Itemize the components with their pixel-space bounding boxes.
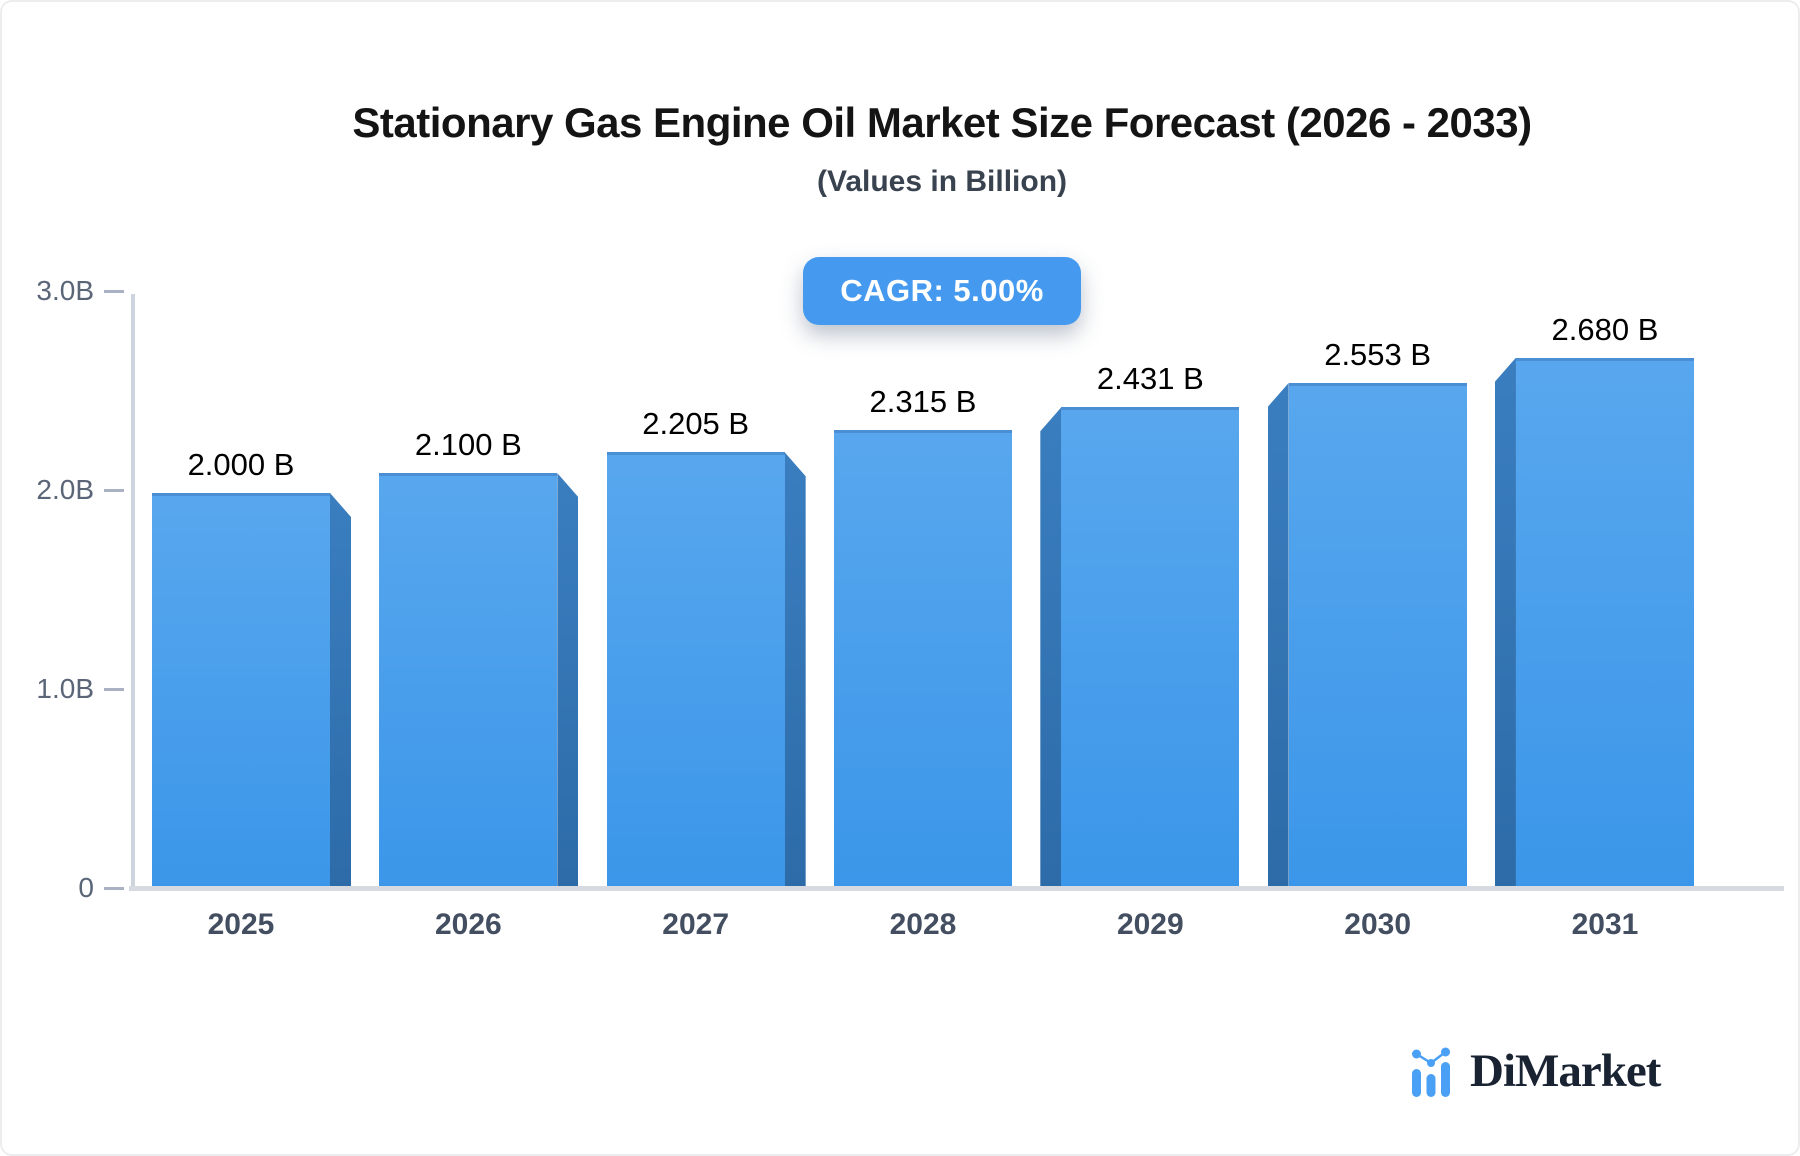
x-tick-label-2029: 2029 bbox=[1116, 908, 1184, 941]
bar-value-label-2031: 2.680 B bbox=[1551, 311, 1659, 347]
bar-2029[interactable] bbox=[1061, 407, 1240, 891]
bar-2028[interactable] bbox=[833, 430, 1012, 891]
dimarket-logo: DiMarket bbox=[1412, 1040, 1661, 1102]
bar-value-label-2025: 2.000 B bbox=[187, 447, 295, 482]
bar-value-label-2026: 2.100 B bbox=[414, 427, 522, 463]
chart-subtitle: (Values in Billion) bbox=[816, 165, 1068, 198]
x-tick-label-2028: 2028 bbox=[889, 908, 957, 941]
y-tick-mark bbox=[104, 489, 124, 492]
bar-side-shading bbox=[557, 473, 579, 891]
bar-side-shading bbox=[1494, 357, 1516, 891]
y-tick-label-2.0B: 2.0B bbox=[36, 474, 94, 505]
bar-2031[interactable] bbox=[1515, 357, 1694, 891]
dimarket-logo-icon bbox=[1412, 1047, 1450, 1097]
y-tick-mark bbox=[104, 290, 124, 293]
bar-side-shading bbox=[784, 452, 806, 891]
bar-side-shading bbox=[1040, 407, 1062, 891]
bar-2030[interactable] bbox=[1288, 382, 1467, 891]
bar-value-label-2028: 2.315 B bbox=[869, 384, 977, 420]
x-tick-label-2026: 2026 bbox=[434, 908, 502, 941]
y-tick-label-1.0B: 1.0B bbox=[36, 673, 94, 704]
bar-side-shading bbox=[330, 493, 351, 891]
cagr-badge: CAGR: 5.00% bbox=[803, 257, 1081, 325]
dimarket-logo-text: DiMarket bbox=[1470, 1045, 1661, 1097]
x-axis bbox=[129, 886, 1784, 891]
bar-value-label-2029: 2.431 B bbox=[1096, 361, 1204, 397]
bar-2025[interactable] bbox=[152, 493, 330, 891]
x-tick-label-2027: 2027 bbox=[662, 908, 730, 941]
x-tick-label-2025: 2025 bbox=[207, 908, 275, 941]
x-tick-label-2031: 2031 bbox=[1571, 908, 1639, 941]
x-tick-label-2030: 2030 bbox=[1344, 908, 1412, 941]
y-axis bbox=[131, 294, 135, 888]
bar-side-shading bbox=[1267, 382, 1289, 891]
bar-value-label-2030: 2.553 B bbox=[1324, 336, 1432, 372]
bar-2026[interactable] bbox=[379, 473, 558, 891]
y-tick-label-0: 0 bbox=[78, 872, 94, 903]
y-tick-label-3.0B: 3.0B bbox=[36, 275, 94, 306]
chart-title: Stationary Gas Engine Oil Market Size Fo… bbox=[352, 99, 1532, 146]
y-tick-mark bbox=[104, 887, 124, 890]
bar-value-label-2027: 2.205 B bbox=[642, 406, 750, 442]
bar-2027[interactable] bbox=[606, 452, 785, 891]
y-tick-mark bbox=[104, 688, 124, 691]
